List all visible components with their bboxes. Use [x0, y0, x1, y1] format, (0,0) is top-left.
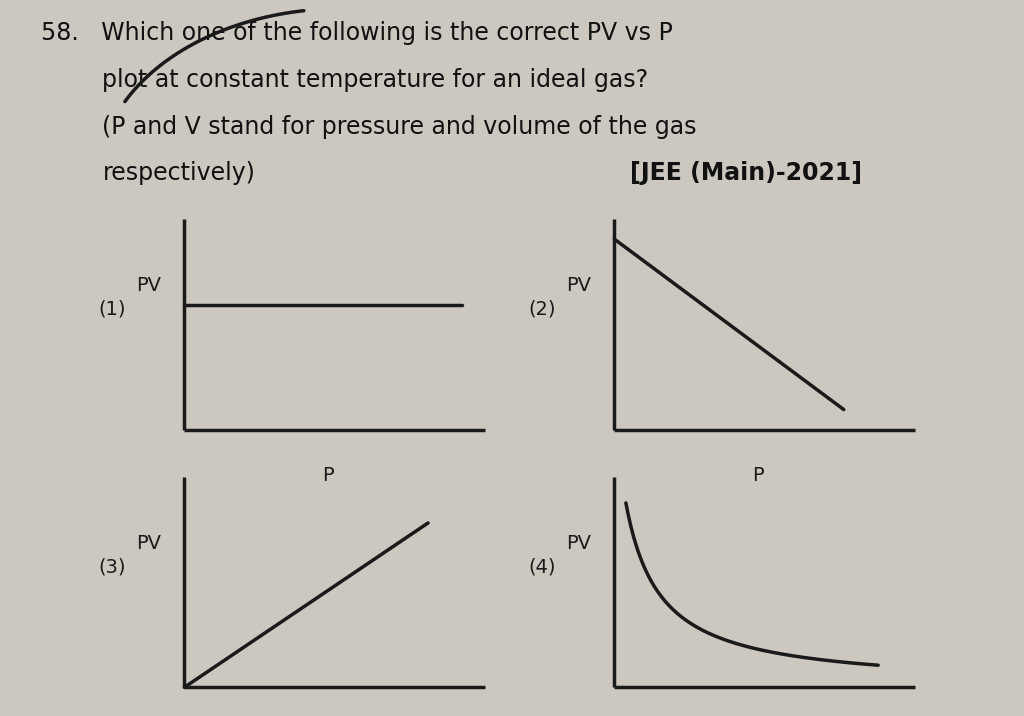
Text: P: P [752, 465, 764, 485]
Text: PV: PV [136, 533, 162, 553]
Text: P: P [322, 465, 334, 485]
Text: [JEE (Main)-2021]: [JEE (Main)-2021] [630, 161, 862, 185]
Text: plot at constant temperature for an ideal gas?: plot at constant temperature for an idea… [102, 68, 648, 92]
Text: (1): (1) [98, 300, 126, 319]
Text: PV: PV [566, 276, 592, 295]
Text: PV: PV [566, 533, 592, 553]
Text: (4): (4) [528, 558, 556, 576]
Text: (3): (3) [98, 558, 126, 576]
Text: (2): (2) [528, 300, 556, 319]
Text: PV: PV [136, 276, 162, 295]
Text: 58.   Which one of the following is the correct PV vs P: 58. Which one of the following is the co… [41, 21, 673, 46]
Text: (P and V stand for pressure and volume of the gas: (P and V stand for pressure and volume o… [102, 115, 697, 139]
Text: respectively): respectively) [102, 161, 255, 185]
